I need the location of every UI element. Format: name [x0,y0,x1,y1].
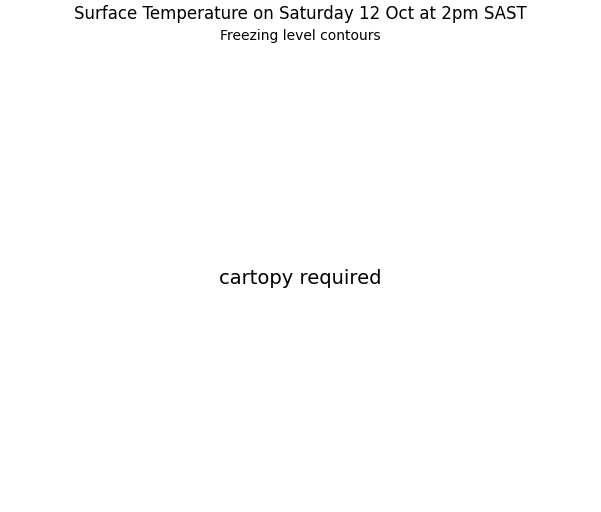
Text: Surface Temperature on Saturday 12 Oct at 2pm SAST: Surface Temperature on Saturday 12 Oct a… [74,5,527,23]
Text: Freezing level contours: Freezing level contours [220,29,381,42]
Text: cartopy required: cartopy required [219,269,382,288]
